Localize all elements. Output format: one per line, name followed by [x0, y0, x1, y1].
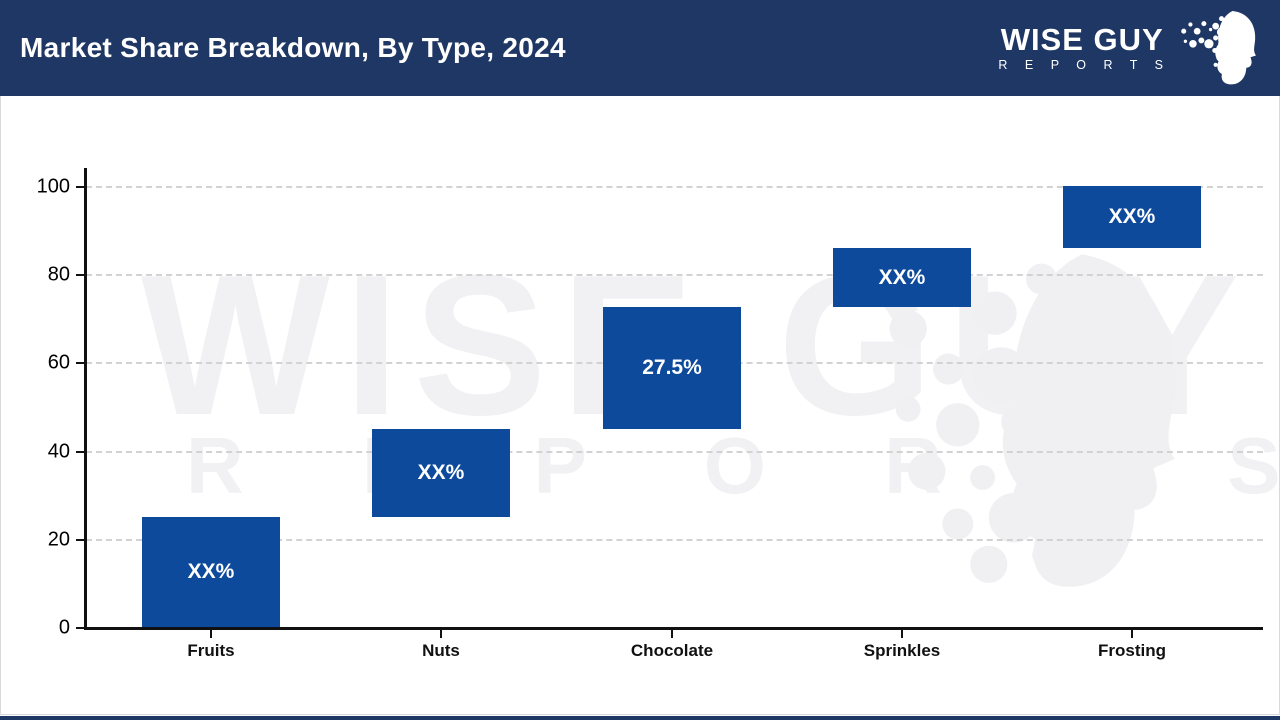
bar-sprinkles: XX%: [833, 248, 971, 308]
y-tick: [76, 186, 84, 188]
y-grid-line: [86, 451, 1263, 453]
bar-value-label: 27.5%: [642, 356, 702, 380]
bar-value-label: XX%: [879, 266, 926, 290]
x-axis-label: Chocolate: [631, 641, 713, 661]
y-tick-label: 60: [1, 352, 70, 375]
y-tick-label: 20: [1, 528, 70, 551]
logo-text: WISE GUY R E P O R T S: [994, 24, 1170, 72]
y-tick: [76, 274, 84, 276]
x-tick: [440, 630, 442, 638]
bar-value-label: XX%: [188, 560, 235, 584]
x-axis-label: Frosting: [1098, 641, 1166, 661]
y-tick: [76, 362, 84, 364]
logo-subtitle: R E P O R T S: [998, 59, 1170, 72]
bar-frosting: XX%: [1063, 186, 1201, 248]
bar-chocolate: 27.5%: [603, 307, 741, 428]
x-tick: [1131, 630, 1133, 638]
x-axis-label: Fruits: [187, 641, 234, 661]
x-tick: [901, 630, 903, 638]
bar-fruits: XX%: [142, 517, 280, 627]
x-tick: [671, 630, 673, 638]
logo-wordmark: WISE GUY: [1001, 24, 1164, 55]
bar-value-label: XX%: [418, 461, 465, 485]
x-tick: [210, 630, 212, 638]
footer-accent-bar: [0, 716, 1280, 720]
page: Market Share Breakdown, By Type, 2024 WI…: [0, 0, 1280, 720]
header: Market Share Breakdown, By Type, 2024 WI…: [0, 0, 1280, 96]
y-tick-label: 100: [1, 176, 70, 199]
x-axis-label: Sprinkles: [864, 641, 941, 661]
y-tick: [76, 451, 84, 453]
wiseguy-head-icon: [1176, 6, 1262, 90]
y-grid-line: [86, 274, 1263, 276]
chart-card: WISE GUY R E P O R T S XX%XX%27.5%XX%XX%…: [0, 96, 1280, 715]
bar-value-label: XX%: [1109, 205, 1156, 229]
y-tick-label: 80: [1, 264, 70, 287]
y-tick-label: 0: [1, 617, 70, 640]
y-tick-label: 40: [1, 440, 70, 463]
y-tick: [76, 627, 84, 629]
y-axis-line: [84, 168, 87, 630]
bar-nuts: XX%: [372, 429, 510, 517]
page-title: Market Share Breakdown, By Type, 2024: [20, 32, 566, 64]
y-tick: [76, 539, 84, 541]
wiseguy-logo: WISE GUY R E P O R T S: [994, 6, 1262, 90]
plot-area: XX% XX% 27.5% XX% XX% 0 20 40 60 80 100 Fruits Nuts C…: [1, 96, 1279, 714]
x-axis-line: [84, 627, 1263, 630]
x-axis-label: Nuts: [422, 641, 460, 661]
